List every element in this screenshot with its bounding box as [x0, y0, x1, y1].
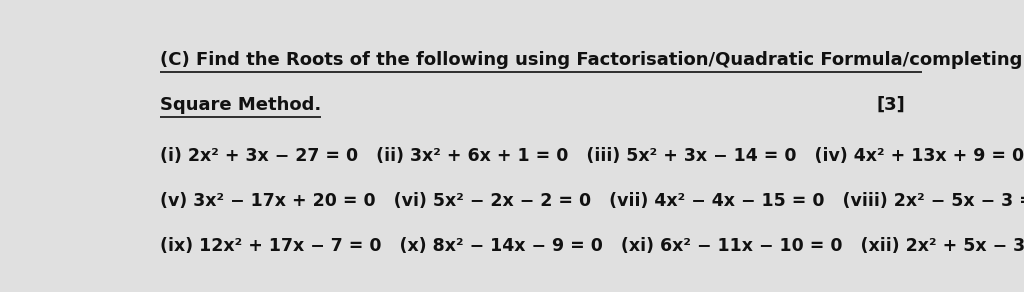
- Text: (C) Find the Roots of the following using Factorisation/Quadratic Formula/comple: (C) Find the Roots of the following usin…: [160, 51, 1022, 69]
- Text: Square Method.: Square Method.: [160, 96, 321, 114]
- Text: (ix) 12x² + 17x − 7 = 0   (x) 8x² − 14x − 9 = 0   (xi) 6x² − 11x − 10 = 0   (xii: (ix) 12x² + 17x − 7 = 0 (x) 8x² − 14x − …: [160, 237, 1024, 256]
- Text: (i) 2x² + 3x − 27 = 0   (ii) 3x² + 6x + 1 = 0   (iii) 5x² + 3x − 14 = 0   (iv) 4: (i) 2x² + 3x − 27 = 0 (ii) 3x² + 6x + 1 …: [160, 147, 1024, 166]
- Text: (v) 3x² − 17x + 20 = 0   (vi) 5x² − 2x − 2 = 0   (vii) 4x² − 4x − 15 = 0   (viii: (v) 3x² − 17x + 20 = 0 (vi) 5x² − 2x − 2…: [160, 192, 1024, 211]
- Text: [3]: [3]: [877, 96, 905, 114]
